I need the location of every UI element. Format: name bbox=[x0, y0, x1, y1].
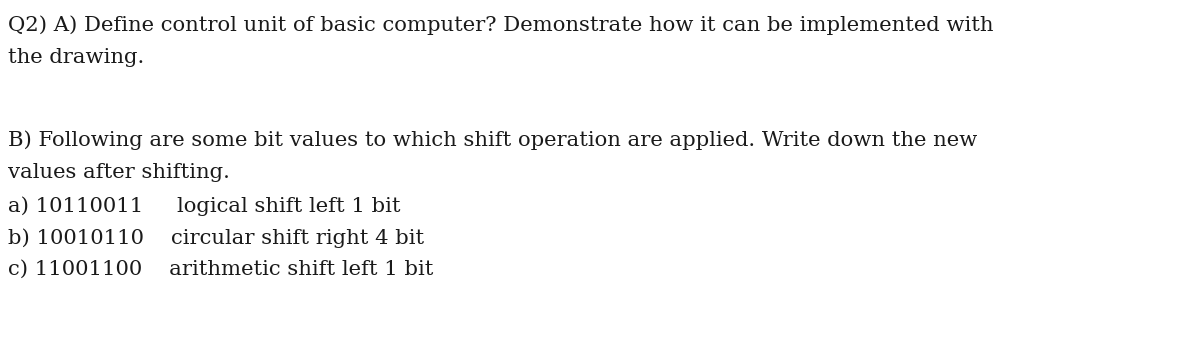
Text: B) Following are some bit values to which shift operation are applied. Write dow: B) Following are some bit values to whic… bbox=[8, 130, 978, 150]
Text: the drawing.: the drawing. bbox=[8, 48, 144, 67]
Text: a) 10110011     logical shift left 1 bit: a) 10110011 logical shift left 1 bit bbox=[8, 196, 400, 216]
Text: values after shifting.: values after shifting. bbox=[8, 163, 230, 182]
Text: c) 11001100    arithmetic shift left 1 bit: c) 11001100 arithmetic shift left 1 bit bbox=[8, 260, 434, 279]
Text: b) 10010110    circular shift right 4 bit: b) 10010110 circular shift right 4 bit bbox=[8, 228, 424, 248]
Text: Q2) A) Define control unit of basic computer? Demonstrate how it can be implemen: Q2) A) Define control unit of basic comp… bbox=[8, 15, 993, 35]
